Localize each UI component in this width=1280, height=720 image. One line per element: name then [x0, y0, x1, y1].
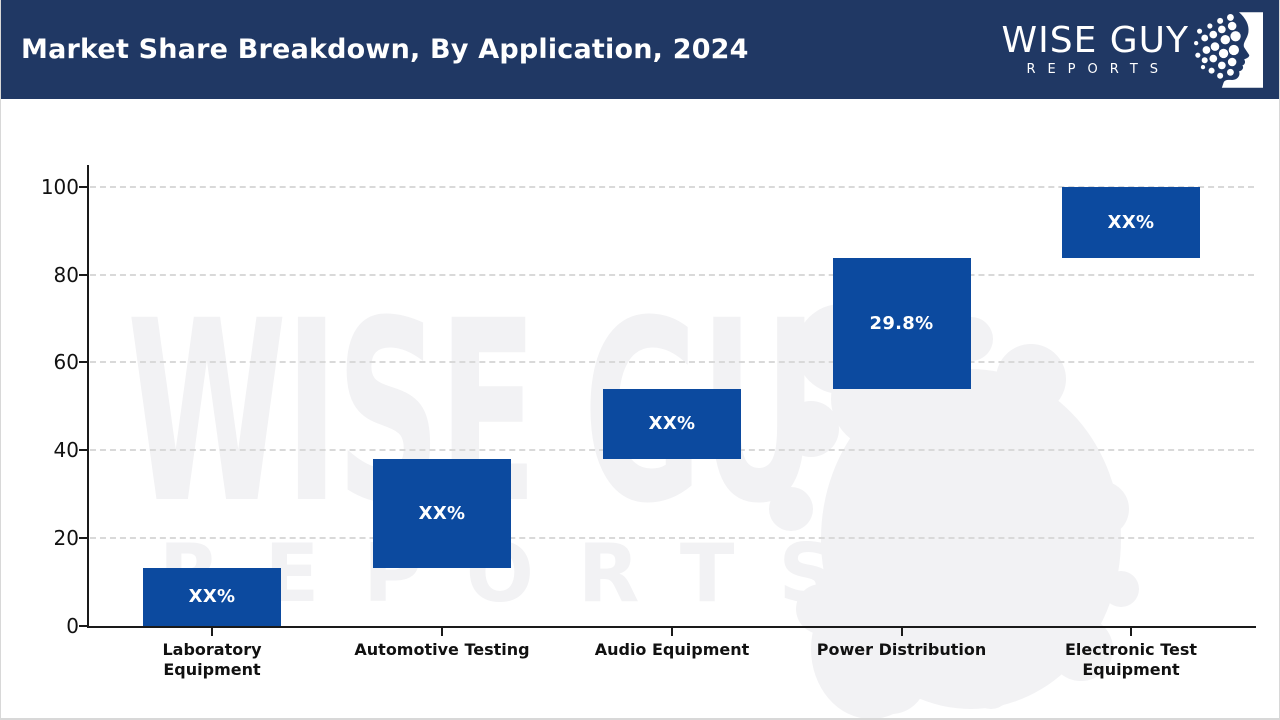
header-bar: Market Share Breakdown, By Application, …	[1, 0, 1279, 99]
gridline	[90, 185, 1254, 188]
bar: 29.8%	[832, 257, 971, 389]
logo-face-icon	[1194, 11, 1263, 88]
y-axis-tick	[79, 625, 87, 627]
bar-value-label: 29.8%	[869, 312, 934, 334]
gridline	[90, 273, 1254, 276]
y-axis-tick	[79, 185, 87, 188]
bar: XX%	[1062, 186, 1200, 258]
y-axis-tick	[79, 537, 87, 540]
x-axis-label: Electronic Test Equipment	[1064, 640, 1198, 679]
gridline	[90, 361, 1254, 364]
page-title: Market Share Breakdown, By Application, …	[21, 34, 749, 65]
y-axis	[87, 165, 89, 628]
plot-area: WISE GUY REPORTS 0 20 40 60 80 100 XX% Laborato…	[1, 99, 1279, 718]
x-axis	[87, 626, 1256, 628]
bar-value-label: XX%	[418, 502, 466, 524]
logo-subtitle: REPORTS	[1026, 61, 1171, 77]
gridline	[90, 537, 1254, 540]
x-axis-tick	[211, 628, 213, 636]
y-axis-tick-label: 100	[40, 174, 79, 199]
bar-value-label: XX%	[1107, 211, 1155, 233]
y-axis-tick-label: 20	[53, 526, 79, 551]
x-axis-label: Laboratory Equipment	[162, 640, 262, 679]
y-axis-tick	[79, 361, 87, 364]
y-axis-tick-label: 0	[66, 614, 79, 638]
x-axis-tick	[441, 628, 443, 636]
logo-text: WISE GUY REPORTS	[1002, 22, 1190, 77]
wise-guy-logo: WISE GUY REPORTS	[1002, 10, 1263, 90]
bar: XX%	[373, 459, 511, 568]
x-axis-label: Power Distribution	[816, 640, 987, 659]
x-axis-label: Audio Equipment	[594, 640, 750, 659]
y-axis-tick-label: 80	[53, 262, 79, 287]
x-axis-label: Automotive Testing	[354, 640, 530, 659]
bar: XX%	[603, 388, 741, 460]
logo-wordmark: WISE GUY	[1001, 20, 1189, 62]
x-axis-tick	[900, 628, 903, 636]
bar-value-label: XX%	[648, 413, 696, 435]
bar: XX%	[143, 567, 281, 626]
y-axis-tick-label: 60	[53, 350, 79, 375]
bar-value-label: XX%	[188, 586, 236, 608]
y-axis-tick	[79, 273, 87, 276]
x-axis-tick	[1130, 628, 1132, 636]
y-axis-tick-label: 40	[53, 438, 79, 463]
x-axis-tick	[671, 628, 673, 636]
y-axis-tick	[79, 449, 87, 452]
